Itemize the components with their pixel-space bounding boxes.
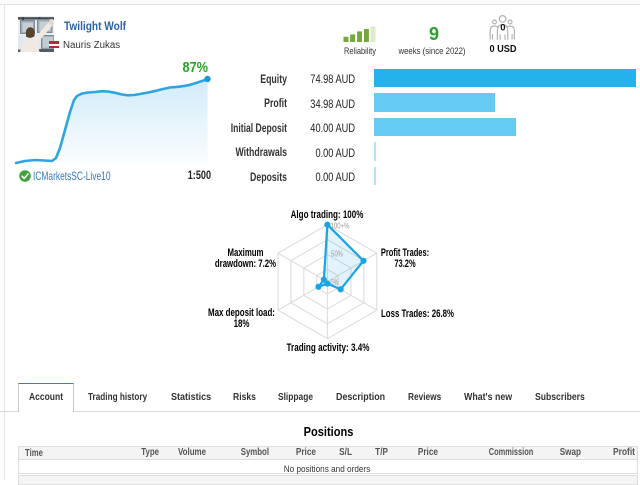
svg-text:50%: 50% [331, 249, 343, 259]
svg-text:100+%: 100+% [331, 221, 350, 231]
svg-text:0: 0 [500, 23, 505, 34]
svg-text:0%: 0% [331, 277, 339, 287]
